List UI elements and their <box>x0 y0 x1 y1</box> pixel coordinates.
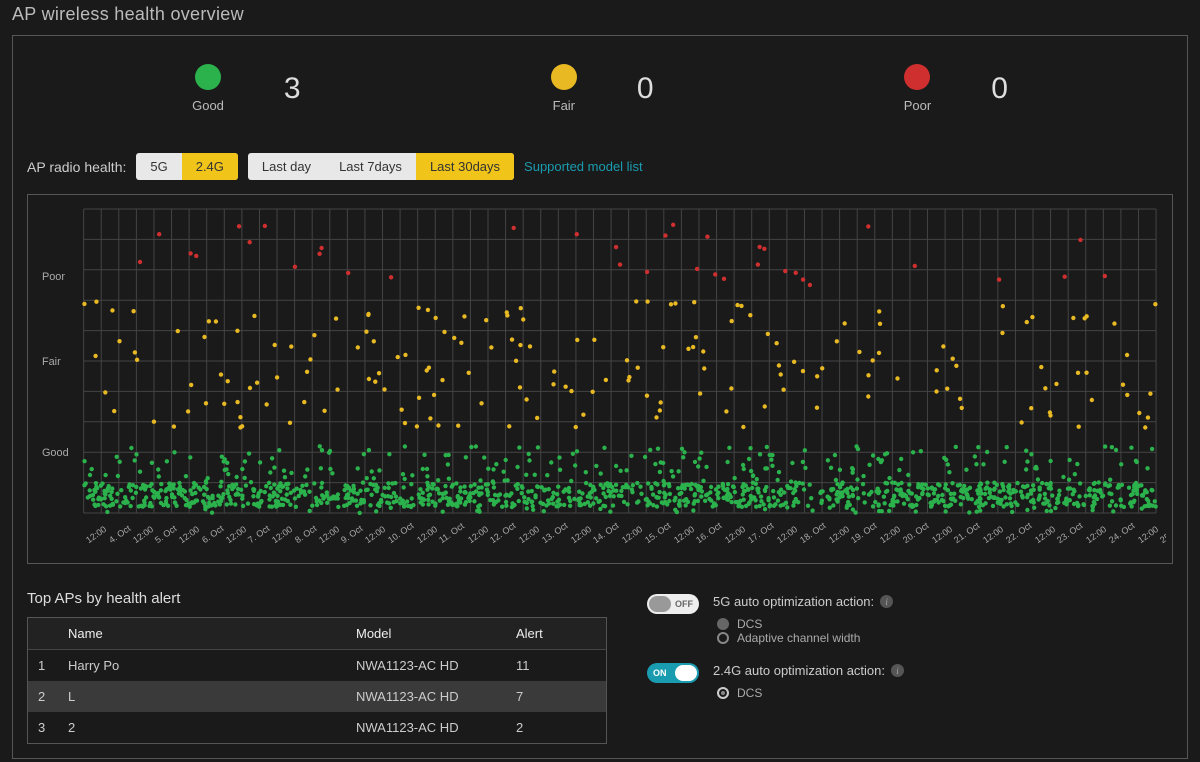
status-dot-fair <box>551 64 577 90</box>
opt-24g-title: 2.4G auto optimization action: i <box>713 663 904 678</box>
radio-icon[interactable] <box>717 687 729 699</box>
optimization-5g: OFF 5G auto optimization action: i DCSAd… <box>647 594 1173 645</box>
status-dot-poor <box>904 64 930 90</box>
optimization-24g: ON 2.4G auto optimization action: i DCS <box>647 663 1173 700</box>
col-name[interactable]: Name <box>68 626 356 641</box>
band-option-5g[interactable]: 5G <box>136 153 181 180</box>
overview-panel: Good 3 Fair 0 Poor 0 AP radio he <box>12 35 1188 759</box>
cell-name: L <box>68 689 356 704</box>
status-fair: Fair 0 <box>551 64 654 113</box>
range-segmented: Last dayLast 7daysLast 30days <box>248 153 514 180</box>
status-poor: Poor 0 <box>904 64 1008 113</box>
svg-text:Fair: Fair <box>42 356 61 368</box>
svg-text:Good: Good <box>42 447 69 459</box>
range-option-lastday[interactable]: Last day <box>248 153 325 180</box>
toggle-5g[interactable]: OFF <box>647 594 699 614</box>
page-title: AP wireless health overview <box>12 0 1188 35</box>
band-segmented: 5G2.4G <box>136 153 238 180</box>
top-aps-table: Name Model Alert 1Harry PoNWA1123-AC HD1… <box>27 617 607 744</box>
svg-text:Poor: Poor <box>42 271 65 283</box>
filter-label: AP radio health: <box>27 159 126 175</box>
info-icon[interactable]: i <box>880 595 893 608</box>
table-title: Top APs by health alert <box>27 590 607 617</box>
table-row[interactable]: 2LNWA1123-AC HD7 <box>28 681 606 712</box>
status-count-fair: 0 <box>637 72 654 106</box>
chart-x-axis: 12:004. Oct12:005. Oct12:006. Oct12:007.… <box>34 521 1166 561</box>
cell-name: Harry Po <box>68 658 356 673</box>
supported-models-link[interactable]: Supported model list <box>524 159 643 174</box>
cell-alert: 11 <box>516 658 596 673</box>
health-chart: Poor Fair Good 12:004. Oct12:005. Oct12:00… <box>27 194 1173 564</box>
radio-icon[interactable] <box>717 632 729 644</box>
cell-model: NWA1123-AC HD <box>356 689 516 704</box>
status-row: Good 3 Fair 0 Poor 0 <box>27 54 1173 153</box>
opt-5g-dcs[interactable]: DCS <box>713 617 893 631</box>
cell-alert: 7 <box>516 689 596 704</box>
toggle-24g[interactable]: ON <box>647 663 699 683</box>
table-row[interactable]: 32NWA1123-AC HD2 <box>28 712 606 743</box>
status-good: Good 3 <box>192 64 301 113</box>
filter-row: AP radio health: 5G2.4G Last dayLast 7da… <box>27 153 1173 194</box>
opt-24g-dcs[interactable]: DCS <box>713 686 904 700</box>
band-option-2.4g[interactable]: 2.4G <box>182 153 238 180</box>
range-option-last7days[interactable]: Last 7days <box>325 153 416 180</box>
radio-icon[interactable] <box>717 618 729 630</box>
cell-name: 2 <box>68 720 356 735</box>
cell-model: NWA1123-AC HD <box>356 658 516 673</box>
status-dot-good <box>195 64 221 90</box>
cell-model: NWA1123-AC HD <box>356 720 516 735</box>
opt-5g-adaptive-channel-width[interactable]: Adaptive channel width <box>713 631 893 645</box>
status-label-good: Good <box>192 98 224 113</box>
status-label-poor: Poor <box>904 98 931 113</box>
status-label-fair: Fair <box>553 98 575 113</box>
table-header: Name Model Alert <box>28 618 606 650</box>
opt-5g-title: 5G auto optimization action: i <box>713 594 893 609</box>
status-count-good: 3 <box>284 72 301 106</box>
cell-idx: 1 <box>38 658 68 673</box>
col-alert[interactable]: Alert <box>516 626 596 641</box>
cell-idx: 2 <box>38 689 68 704</box>
info-icon[interactable]: i <box>891 664 904 677</box>
range-option-last30days[interactable]: Last 30days <box>416 153 514 180</box>
cell-idx: 3 <box>38 720 68 735</box>
col-model[interactable]: Model <box>356 626 516 641</box>
cell-alert: 2 <box>516 720 596 735</box>
table-row[interactable]: 1Harry PoNWA1123-AC HD11 <box>28 650 606 681</box>
status-count-poor: 0 <box>991 72 1008 106</box>
